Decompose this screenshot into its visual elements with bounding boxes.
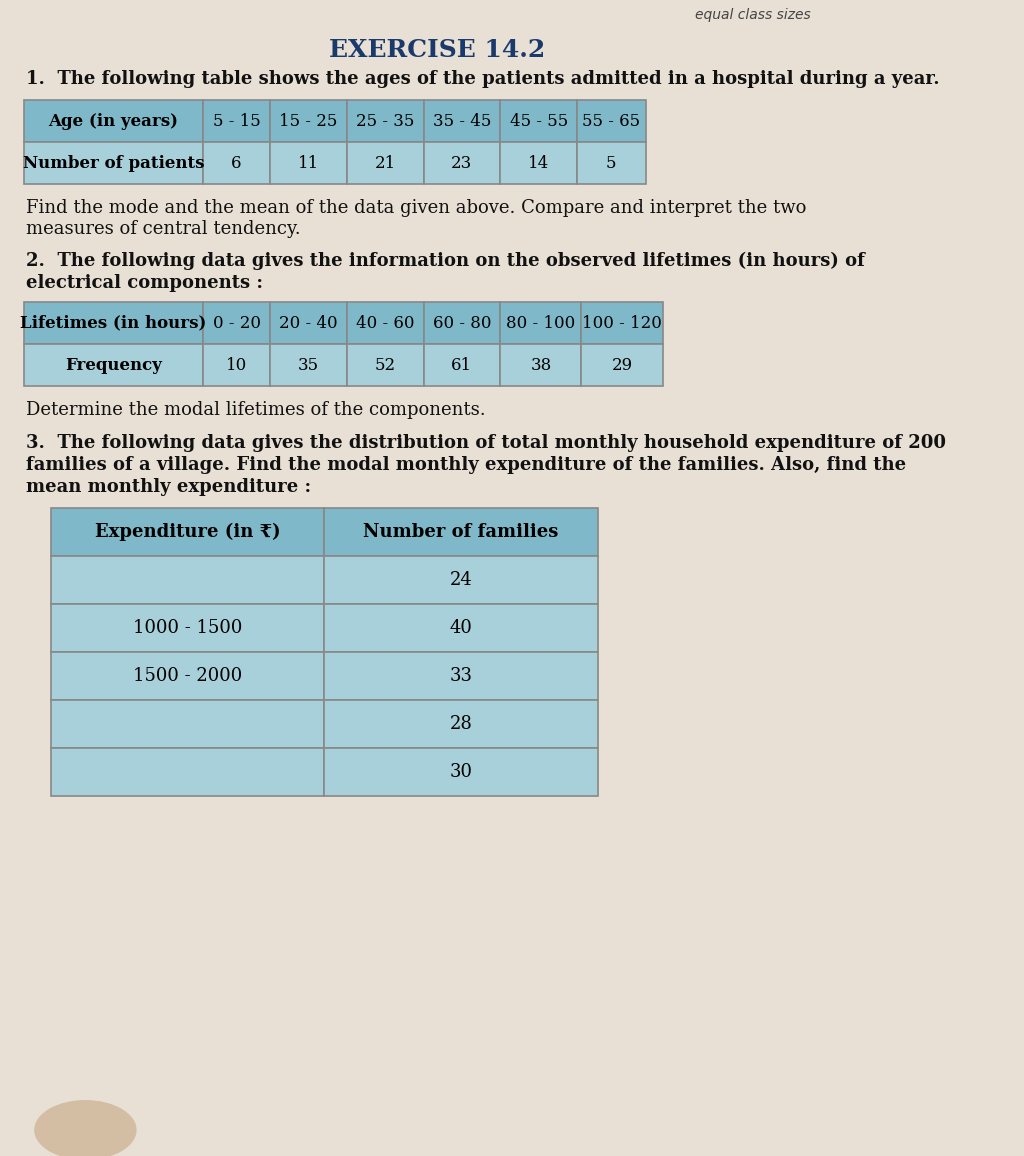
FancyBboxPatch shape xyxy=(424,101,501,142)
FancyBboxPatch shape xyxy=(325,748,598,796)
Text: Lifetimes (in hours): Lifetimes (in hours) xyxy=(20,314,207,332)
FancyBboxPatch shape xyxy=(203,344,269,386)
FancyBboxPatch shape xyxy=(24,142,203,184)
Text: 80 - 100: 80 - 100 xyxy=(506,314,575,332)
Text: equal class sizes: equal class sizes xyxy=(695,8,811,22)
Text: 45 - 55: 45 - 55 xyxy=(510,112,568,129)
Text: 100 - 120: 100 - 120 xyxy=(582,314,662,332)
FancyBboxPatch shape xyxy=(578,142,645,184)
FancyBboxPatch shape xyxy=(24,302,203,344)
FancyBboxPatch shape xyxy=(24,344,203,386)
FancyBboxPatch shape xyxy=(347,101,424,142)
Text: Frequency: Frequency xyxy=(66,356,162,373)
Text: 28: 28 xyxy=(450,716,472,733)
Text: measures of central tendency.: measures of central tendency. xyxy=(26,220,300,238)
Text: Number of patients: Number of patients xyxy=(23,155,205,171)
FancyBboxPatch shape xyxy=(501,344,582,386)
Text: 60 - 80: 60 - 80 xyxy=(433,314,492,332)
Text: 1.  The following table shows the ages of the patients admitted in a hospital du: 1. The following table shows the ages of… xyxy=(26,71,939,88)
Text: 35: 35 xyxy=(298,356,318,373)
FancyBboxPatch shape xyxy=(325,556,598,603)
FancyBboxPatch shape xyxy=(51,701,325,748)
FancyBboxPatch shape xyxy=(51,748,325,796)
FancyBboxPatch shape xyxy=(51,507,325,556)
Text: 29: 29 xyxy=(611,356,633,373)
FancyBboxPatch shape xyxy=(582,344,663,386)
Text: 14: 14 xyxy=(528,155,550,171)
Text: 2.  The following data gives the information on the observed lifetimes (in hours: 2. The following data gives the informat… xyxy=(26,252,864,271)
Text: Find the mode and the mean of the data given above. Compare and interpret the tw: Find the mode and the mean of the data g… xyxy=(26,199,806,217)
Text: 25 - 35: 25 - 35 xyxy=(356,112,415,129)
Text: 40: 40 xyxy=(450,618,472,637)
Text: 23: 23 xyxy=(452,155,472,171)
FancyBboxPatch shape xyxy=(325,603,598,652)
FancyBboxPatch shape xyxy=(424,142,501,184)
FancyBboxPatch shape xyxy=(424,302,501,344)
FancyBboxPatch shape xyxy=(424,344,501,386)
FancyBboxPatch shape xyxy=(501,101,578,142)
Text: 11: 11 xyxy=(298,155,318,171)
Text: 52: 52 xyxy=(375,356,395,373)
FancyBboxPatch shape xyxy=(51,603,325,652)
Text: 5: 5 xyxy=(606,155,616,171)
Text: electrical components :: electrical components : xyxy=(26,274,262,292)
FancyBboxPatch shape xyxy=(203,142,269,184)
FancyBboxPatch shape xyxy=(347,302,424,344)
FancyBboxPatch shape xyxy=(501,302,582,344)
Text: 20 - 40: 20 - 40 xyxy=(279,314,338,332)
FancyBboxPatch shape xyxy=(325,652,598,701)
Text: 61: 61 xyxy=(452,356,472,373)
Text: families of a village. Find the modal monthly expenditure of the families. Also,: families of a village. Find the modal mo… xyxy=(26,455,906,474)
FancyBboxPatch shape xyxy=(325,507,598,556)
Text: 1500 - 2000: 1500 - 2000 xyxy=(133,667,243,686)
FancyBboxPatch shape xyxy=(51,556,325,603)
FancyBboxPatch shape xyxy=(325,701,598,748)
FancyBboxPatch shape xyxy=(269,101,347,142)
Text: 30: 30 xyxy=(450,763,473,781)
Ellipse shape xyxy=(34,1101,136,1156)
Text: 0 - 20: 0 - 20 xyxy=(213,314,260,332)
FancyBboxPatch shape xyxy=(347,142,424,184)
Text: 1000 - 1500: 1000 - 1500 xyxy=(133,618,243,637)
FancyBboxPatch shape xyxy=(578,101,645,142)
Text: mean monthly expenditure :: mean monthly expenditure : xyxy=(26,477,310,496)
Text: 15 - 25: 15 - 25 xyxy=(280,112,338,129)
FancyBboxPatch shape xyxy=(203,101,269,142)
Text: EXERCISE 14.2: EXERCISE 14.2 xyxy=(329,38,546,62)
FancyBboxPatch shape xyxy=(347,344,424,386)
Text: 3.  The following data gives the distribution of total monthly household expendi: 3. The following data gives the distribu… xyxy=(26,434,945,452)
Text: 40 - 60: 40 - 60 xyxy=(355,314,415,332)
Text: 55 - 65: 55 - 65 xyxy=(583,112,640,129)
FancyBboxPatch shape xyxy=(51,652,325,701)
Text: Number of families: Number of families xyxy=(364,523,559,541)
FancyBboxPatch shape xyxy=(269,344,347,386)
FancyBboxPatch shape xyxy=(203,302,269,344)
Text: 6: 6 xyxy=(231,155,242,171)
Text: 5 - 15: 5 - 15 xyxy=(213,112,260,129)
Text: 35 - 45: 35 - 45 xyxy=(433,112,492,129)
Text: 38: 38 xyxy=(530,356,552,373)
Text: 21: 21 xyxy=(375,155,395,171)
FancyBboxPatch shape xyxy=(582,302,663,344)
FancyBboxPatch shape xyxy=(501,142,578,184)
FancyBboxPatch shape xyxy=(269,142,347,184)
Text: Expenditure (in ₹): Expenditure (in ₹) xyxy=(95,523,281,541)
Text: Age (in years): Age (in years) xyxy=(48,112,178,129)
Text: 10: 10 xyxy=(226,356,247,373)
FancyBboxPatch shape xyxy=(24,101,203,142)
Text: 24: 24 xyxy=(450,571,472,590)
Text: Determine the modal lifetimes of the components.: Determine the modal lifetimes of the com… xyxy=(26,401,485,418)
FancyBboxPatch shape xyxy=(269,302,347,344)
Text: 33: 33 xyxy=(450,667,473,686)
